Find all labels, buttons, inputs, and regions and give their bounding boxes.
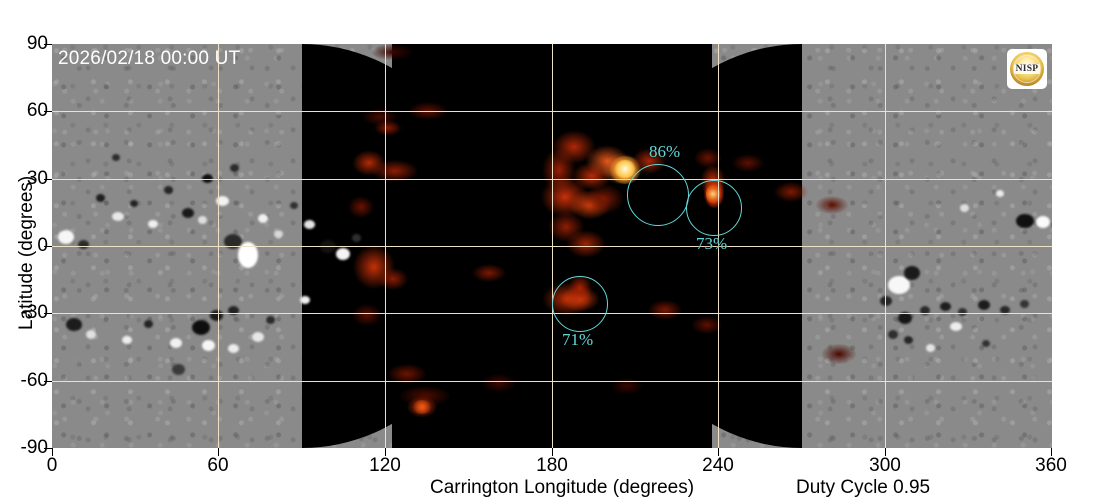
region-label-71: 71% bbox=[562, 330, 594, 349]
region-circle-86 bbox=[627, 164, 689, 226]
y-tick-label-90: 90 bbox=[26, 33, 48, 54]
carrington-map-plot[interactable]: 86% 73% 71% 2026/02/18 00:00 UT NISP bbox=[52, 44, 1052, 448]
x-tick-label-240: 240 bbox=[702, 455, 734, 476]
region-circle-73 bbox=[686, 180, 742, 236]
region-circle-71 bbox=[552, 276, 608, 332]
x-tick-label-120: 120 bbox=[369, 455, 401, 476]
nisp-logo: NISP bbox=[1007, 49, 1047, 89]
y-tick-label-60: 60 bbox=[26, 100, 48, 121]
y-tick-label-30: 30 bbox=[26, 168, 48, 189]
region-label-73: 73% bbox=[696, 234, 728, 253]
x-tick-label-180: 180 bbox=[536, 455, 568, 476]
y-tick-label-m30: -30 bbox=[20, 302, 48, 323]
region-label-86: 86% bbox=[649, 142, 681, 161]
x-tick-label-300: 300 bbox=[869, 455, 901, 476]
y-tick-label-m90: -90 bbox=[20, 437, 48, 458]
x-axis-title: Carrington Longitude (degrees) bbox=[430, 477, 695, 498]
region-marker-86[interactable]: 86% bbox=[627, 142, 689, 226]
sun-disc-icon: NISP bbox=[1010, 52, 1044, 86]
timestamp-label: 2026/02/18 00:00 UT bbox=[58, 48, 241, 69]
x-tick-label-360: 360 bbox=[1035, 455, 1067, 476]
y-tick-label-m60: -60 bbox=[20, 370, 48, 391]
nisp-logo-label: NISP bbox=[1013, 64, 1041, 74]
y-axis-title: Latitude (degrees) bbox=[16, 175, 37, 330]
duty-cycle-label: Duty Cycle 0.95 bbox=[796, 477, 931, 498]
region-marker-73[interactable]: 73% bbox=[686, 180, 742, 253]
x-tick-label-60: 60 bbox=[207, 455, 229, 476]
x-tick-label-0: 0 bbox=[46, 455, 58, 476]
y-tick-label-0: 0 bbox=[37, 235, 48, 256]
region-marker-71[interactable]: 71% bbox=[552, 276, 608, 349]
